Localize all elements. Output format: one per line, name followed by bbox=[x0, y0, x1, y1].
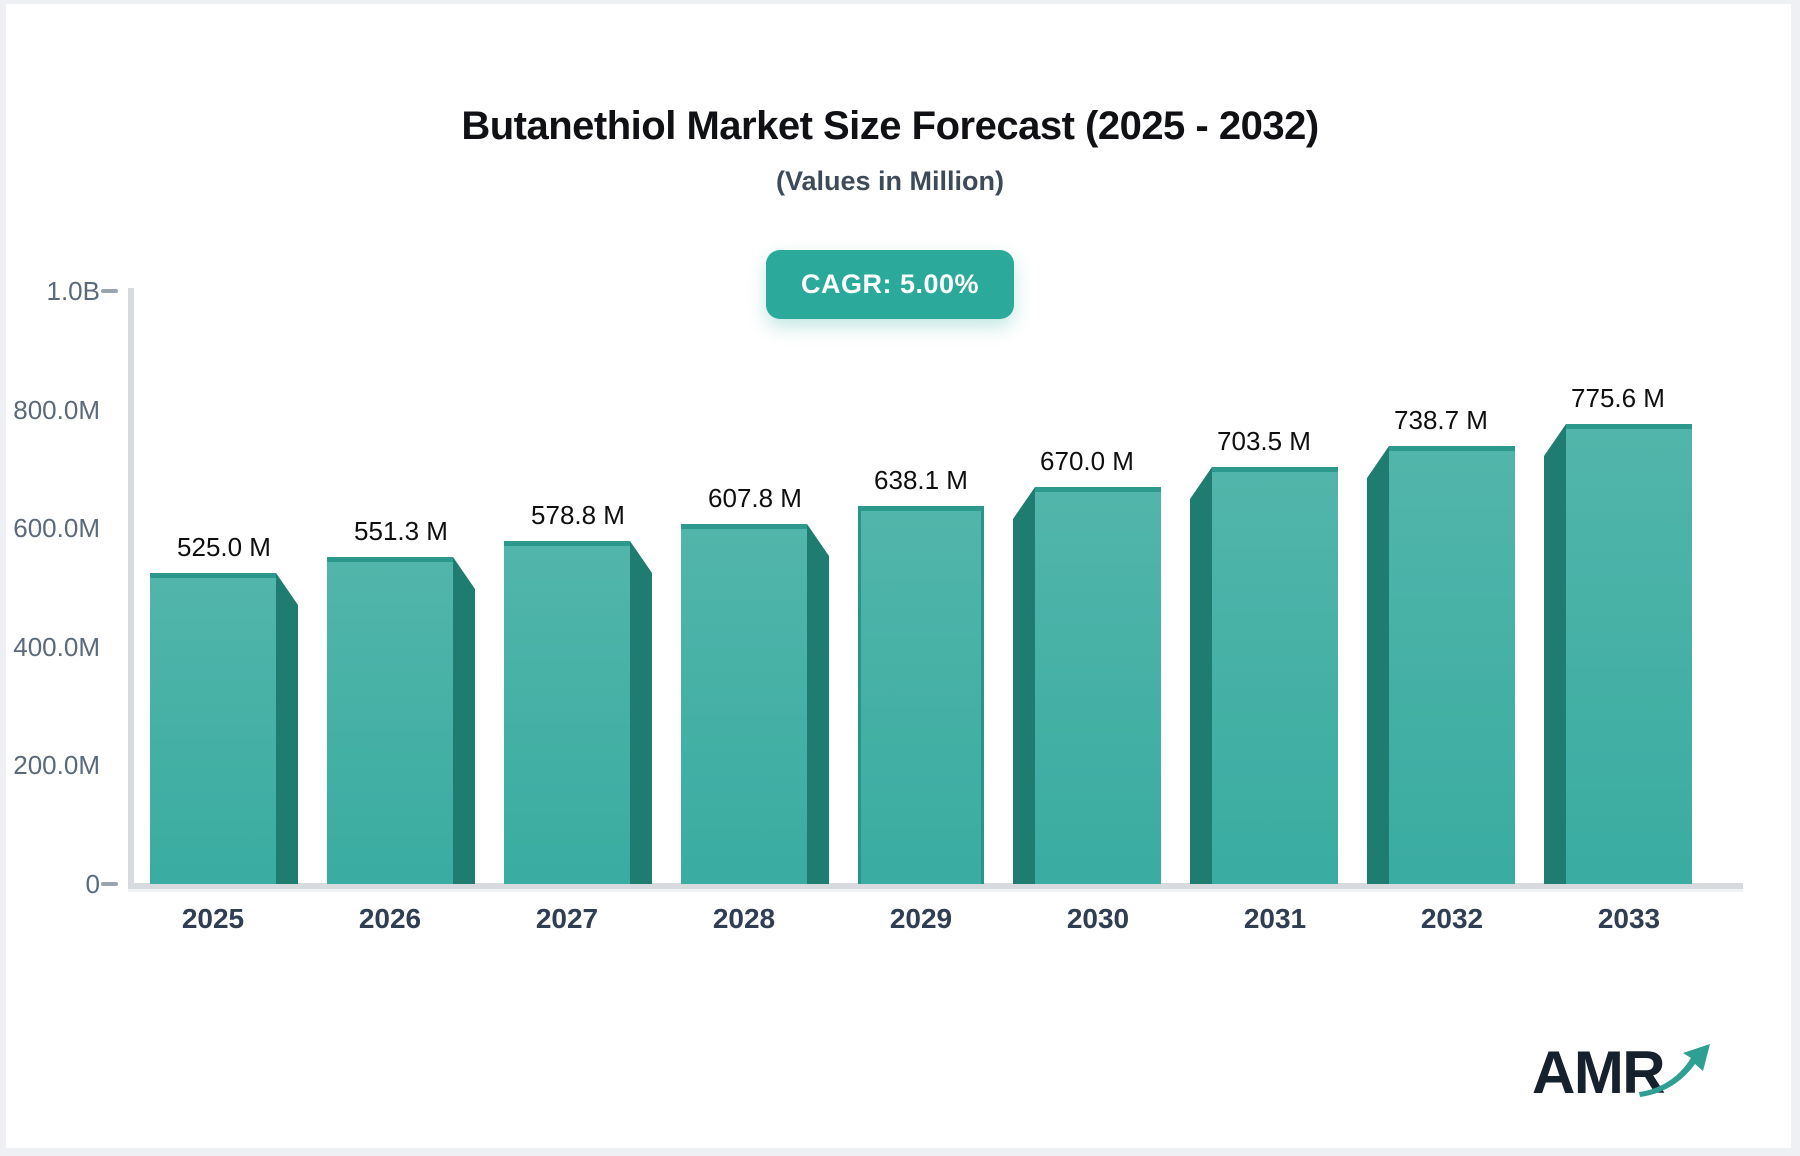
bar-value-label: 638.1 M bbox=[874, 465, 968, 495]
cagr-badge: CAGR: 5.00% bbox=[765, 250, 1015, 319]
bar-3d-side bbox=[1190, 467, 1212, 884]
y-tick-label: 200.0M bbox=[13, 750, 100, 780]
bar-2029: 638.1 M bbox=[858, 465, 984, 884]
chart-title: Butanethiol Market Size Forecast (2025 -… bbox=[461, 104, 1319, 148]
y-tick-dash bbox=[101, 289, 118, 293]
bar-face bbox=[681, 524, 807, 884]
x-axis-label-2031: 2031 bbox=[1243, 903, 1307, 934]
bar-3d-side bbox=[1544, 424, 1566, 884]
bar-2033: 775.6 M bbox=[1544, 383, 1692, 884]
bar-value-label: 607.8 M bbox=[708, 483, 802, 513]
x-axis-label-2027: 2027 bbox=[535, 903, 599, 934]
bar-face bbox=[150, 573, 276, 884]
bar-face bbox=[1035, 487, 1161, 884]
y-tick-dash bbox=[101, 882, 118, 886]
bar-face bbox=[1566, 424, 1692, 884]
bar-value-label: 738.7 M bbox=[1394, 405, 1488, 435]
y-tick-label: 800.0M bbox=[13, 395, 100, 425]
bar-3d-side bbox=[276, 573, 298, 884]
bar-3d-side bbox=[1367, 446, 1389, 884]
amr-logo: AMR bbox=[1532, 1032, 1712, 1112]
bar-3d-side bbox=[630, 541, 652, 884]
x-axis-label-2030: 2030 bbox=[1066, 903, 1130, 934]
bar-value-label: 703.5 M bbox=[1217, 426, 1311, 456]
bar-value-label: 578.8 M bbox=[531, 500, 625, 530]
bar-value-label: 670.0 M bbox=[1040, 446, 1134, 476]
bar-2032: 738.7 M bbox=[1367, 405, 1515, 884]
x-axis-label-2025: 2025 bbox=[181, 903, 245, 934]
x-axis-baseline bbox=[128, 883, 1743, 889]
bar-2028: 607.8 M bbox=[681, 483, 829, 884]
y-axis-line bbox=[128, 288, 134, 884]
bar-value-label: 775.6 M bbox=[1571, 383, 1665, 413]
bar-value-label: 551.3 M bbox=[354, 516, 448, 546]
y-tick-label: 600.0M bbox=[13, 513, 100, 543]
bar-2025: 525.0 M bbox=[150, 532, 298, 884]
bar-2026: 551.3 M bbox=[327, 516, 475, 884]
cagr-badge-wrap: CAGR: 5.00% bbox=[0, 250, 1780, 319]
bar-2027: 578.8 M bbox=[504, 500, 652, 884]
bar-face bbox=[327, 557, 453, 884]
x-axis-label-2026: 2026 bbox=[358, 903, 422, 934]
growth-arrow-icon bbox=[1639, 1044, 1710, 1097]
bar-3d-side bbox=[1013, 487, 1035, 884]
x-axis-label-2028: 2028 bbox=[712, 903, 776, 934]
bar-2030: 670.0 M bbox=[1013, 446, 1161, 884]
chart-subtitle: (Values in Million) bbox=[775, 166, 1005, 196]
bar-face bbox=[504, 541, 630, 884]
bar-3d-side bbox=[807, 524, 829, 884]
bar-2031: 703.5 M bbox=[1190, 426, 1338, 884]
bar-3d-side bbox=[453, 557, 475, 884]
bar-face bbox=[1389, 446, 1515, 884]
y-tick-label: 0 bbox=[85, 869, 100, 899]
y-tick-label: 400.0M bbox=[13, 632, 100, 662]
x-axis-label-2032: 2032 bbox=[1420, 903, 1484, 934]
x-axis-label-2033: 2033 bbox=[1597, 903, 1661, 934]
bar-face bbox=[1212, 467, 1338, 884]
bar-value-label: 525.0 M bbox=[177, 532, 271, 562]
bar-face bbox=[858, 506, 984, 884]
y-tick-label: 1.0B bbox=[46, 276, 101, 306]
x-axis-label-2029: 2029 bbox=[889, 903, 953, 934]
